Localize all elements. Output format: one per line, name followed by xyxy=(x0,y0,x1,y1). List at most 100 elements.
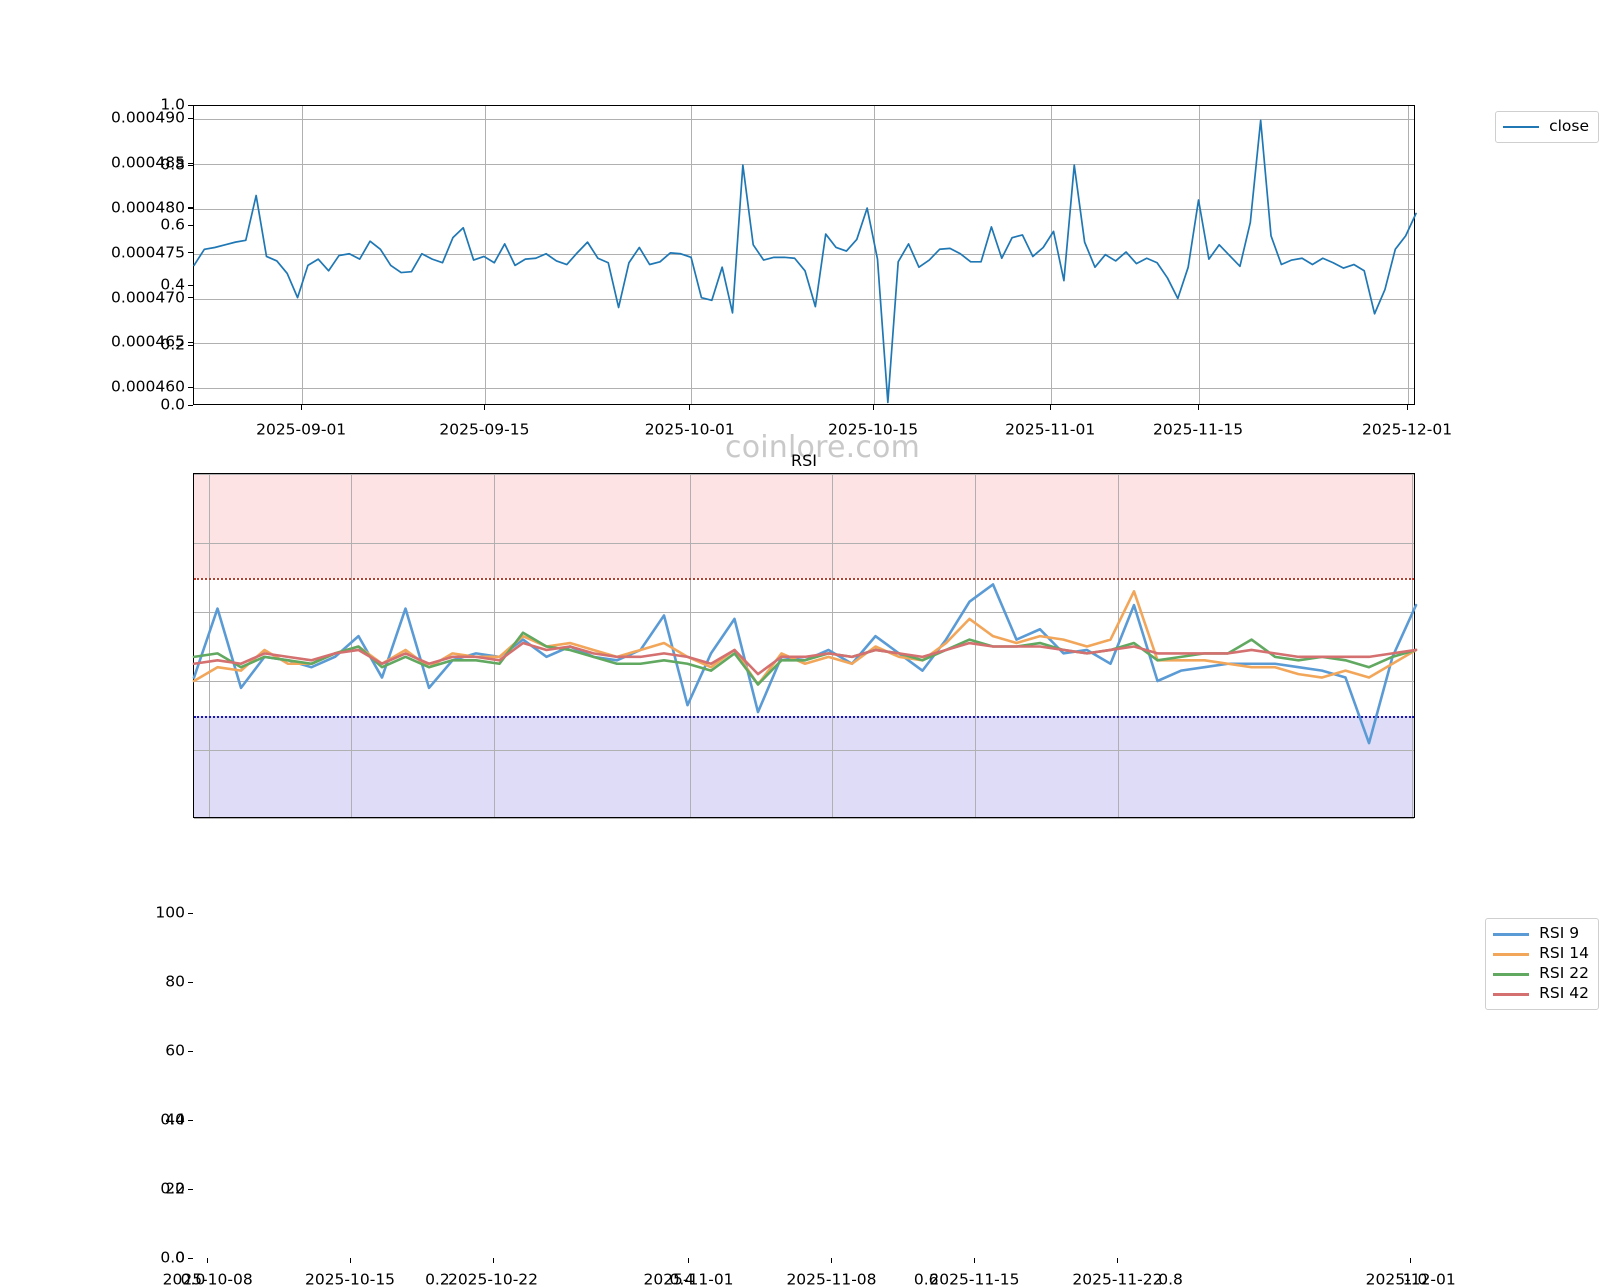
price-x-tickmark xyxy=(1406,405,1408,410)
price-y-tickmark xyxy=(188,341,193,343)
rsi-gridline-v xyxy=(209,474,210,817)
price-y-ghost-tickmark xyxy=(188,404,193,406)
price-y-tickmark xyxy=(188,117,193,120)
price-legend-item[interactable]: close xyxy=(1503,117,1589,137)
rsi-legend-swatch xyxy=(1493,952,1530,956)
price-y-ghost-tickmark xyxy=(188,224,193,226)
rsi-y-tick-label: 100 xyxy=(155,903,185,922)
price-y-ghost-tick-label: 0.2 xyxy=(160,335,185,354)
price-gridline-h xyxy=(194,253,1414,255)
rsi-x-ghost-tick-label: 0.6 xyxy=(913,1270,939,1288)
rsi-gridline-v xyxy=(494,474,495,817)
rsi-legend-swatch xyxy=(1493,992,1530,996)
price-gridline-v xyxy=(302,106,303,404)
rsi-gridline-v xyxy=(351,474,352,817)
price-gridline-h xyxy=(194,208,1414,210)
price-x-tickmark xyxy=(1197,405,1199,410)
price-y-tick-label: 0.000475 xyxy=(111,243,185,261)
rsi-y-tick-label: 80 xyxy=(165,972,185,991)
rsi-gridline-v xyxy=(975,474,976,817)
price-legend[interactable]: close xyxy=(1495,111,1599,143)
rsi-x-tickmark xyxy=(492,1258,494,1263)
price-y-tickmark xyxy=(188,297,193,299)
rsi-legend-swatch xyxy=(1493,932,1530,936)
rsi-y-tickmark xyxy=(188,912,193,914)
price-y-tick-label: 0.000490 xyxy=(111,108,185,127)
price-x-tick-label: 2025-11-01 xyxy=(1005,420,1096,439)
price-x-tickmark xyxy=(689,405,691,410)
rsi-overbought-threshold-line xyxy=(194,577,1414,580)
price-y-tick-label: 0.000460 xyxy=(111,377,185,396)
rsi-gridline-h xyxy=(194,543,1414,544)
price-close-line xyxy=(193,119,1417,404)
price-y-tickmark xyxy=(188,207,193,209)
price-x-tickmark xyxy=(300,405,302,410)
rsi-legend-label: RSI 9 xyxy=(1539,924,1580,943)
price-y-ghost-tickmark xyxy=(188,104,193,106)
rsi-x-tickmark xyxy=(349,1258,351,1263)
rsi-gridline-v xyxy=(690,474,691,817)
price-x-tick-label: 2025-10-01 xyxy=(644,420,735,439)
rsi-chart-panel: RSI 100 80 60 40 20 0 0.4 0.2 0.0 2025-10-08 202… xyxy=(0,440,1600,1287)
rsi-x-tick-label: 2025-10-22 xyxy=(447,1270,539,1288)
price-y-tickmark xyxy=(188,252,193,254)
watermark: coinlore.com xyxy=(725,430,921,465)
price-y-tick-label: 0.000470 xyxy=(111,287,185,306)
rsi-x-tickmark xyxy=(1410,1258,1412,1263)
rsi-y-tick-label: 60 xyxy=(165,1041,185,1060)
price-gridline-h xyxy=(194,388,1414,390)
rsi-line-rsi-42 xyxy=(192,641,1418,676)
rsi-line-rsi-22 xyxy=(192,631,1418,686)
rsi-legend-label: RSI 14 xyxy=(1539,944,1589,963)
price-y-tickmark xyxy=(188,386,193,388)
rsi-x-tickmark xyxy=(830,1258,833,1263)
price-series-close xyxy=(193,119,1417,404)
rsi-gridline-v xyxy=(1412,474,1413,817)
rsi-gridline-h xyxy=(194,818,1414,819)
rsi-plot-area xyxy=(192,473,1418,819)
rsi-x-tick-label: 2025-11-22 xyxy=(1072,1270,1163,1288)
price-y-ghost-tick-label: 0.6 xyxy=(160,215,185,234)
rsi-oversold-band xyxy=(194,715,1414,817)
rsi-x-tick-label: 2025-10-15 xyxy=(304,1270,396,1288)
price-x-tick-label: 2025-11-15 xyxy=(1153,420,1244,439)
price-gridline-h xyxy=(194,298,1414,300)
rsi-x-ghost-tick-label: 0.8 xyxy=(1158,1270,1183,1288)
price-x-tick-label: 2025-09-01 xyxy=(256,420,347,439)
price-y-tick-label: 0.000465 xyxy=(111,332,185,351)
rsi-x-ghost-tick-label: 1.0 xyxy=(1402,1270,1428,1288)
rsi-y-ghost-tickmark xyxy=(188,1119,193,1121)
price-x-tickmark xyxy=(483,405,486,410)
price-y-ghost-tickmark xyxy=(188,344,193,346)
rsi-legend[interactable]: RSI 9 RSI 14 RSI 22 RSI 42 xyxy=(1485,918,1599,1010)
rsi-x-tickmark xyxy=(207,1258,209,1263)
price-x-tick-label: 2025-09-15 xyxy=(439,420,530,439)
price-y-ghost-tick-label: 0.0 xyxy=(160,395,185,414)
rsi-legend-label: RSI 22 xyxy=(1539,964,1589,983)
rsi-legend-swatch xyxy=(1493,972,1530,976)
rsi-legend-item[interactable]: RSI 42 xyxy=(1493,984,1589,1004)
rsi-y-tickmark xyxy=(188,1050,193,1052)
price-gridline-v xyxy=(874,106,875,404)
price-legend-swatch xyxy=(1503,126,1540,128)
rsi-legend-item[interactable]: RSI 14 xyxy=(1493,944,1589,964)
price-gridline-h xyxy=(194,164,1414,166)
price-y-ghost-tick-label: 0.4 xyxy=(160,275,185,294)
price-gridline-v xyxy=(1199,106,1200,404)
rsi-y-tickmark xyxy=(188,981,193,983)
price-gridline-h xyxy=(194,343,1414,345)
rsi-oversold-threshold-line xyxy=(194,715,1414,718)
price-gridline-v xyxy=(691,106,692,404)
rsi-legend-item[interactable]: RSI 9 xyxy=(1493,924,1589,944)
rsi-series-group xyxy=(192,583,1418,745)
rsi-overbought-band xyxy=(194,474,1414,578)
rsi-legend-item[interactable]: RSI 22 xyxy=(1493,964,1589,984)
price-y-ghost-tickmark xyxy=(188,164,193,166)
rsi-legend-label: RSI 42 xyxy=(1539,984,1589,1003)
rsi-x-tick-label: 2025-11-15 xyxy=(929,1270,1020,1288)
rsi-y-ghost-tickmark xyxy=(188,1257,193,1259)
rsi-y-ghost-tick-label: 0.2 xyxy=(160,1179,185,1198)
price-x-tick-label: 2025-10-15 xyxy=(827,420,919,439)
price-legend-label: close xyxy=(1549,117,1589,136)
price-gridline-v xyxy=(485,106,486,404)
